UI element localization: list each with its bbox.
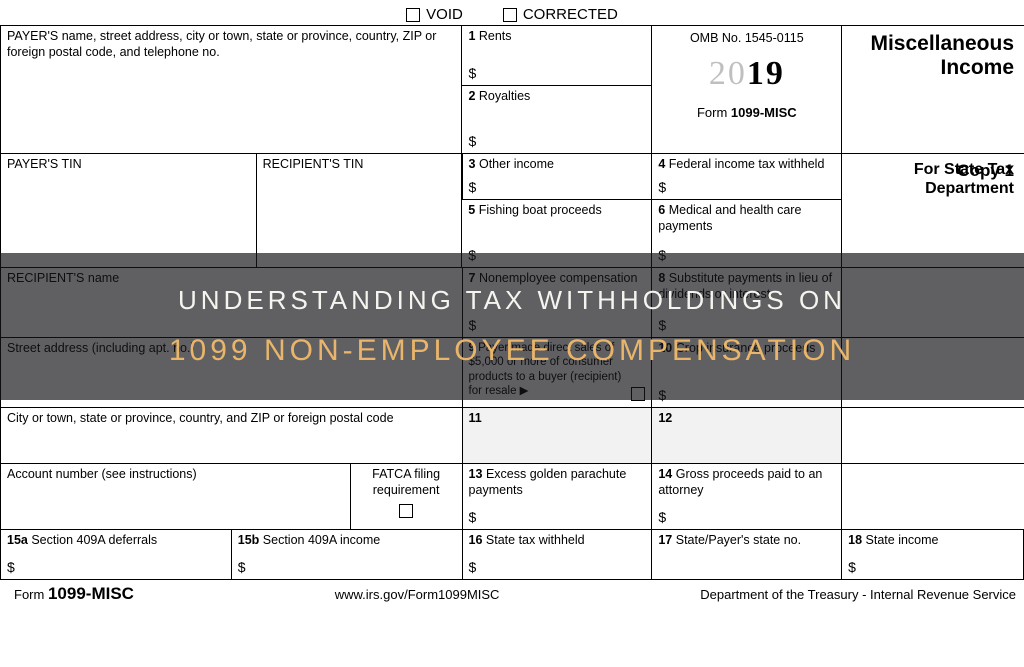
box16-label: State tax withheld <box>486 533 585 547</box>
box13-num: 13 <box>469 467 483 481</box>
box-12: 12 <box>652 408 842 464</box>
footer-form-name: 1099-MISC <box>48 584 134 604</box>
box-11: 11 <box>463 408 653 464</box>
box-4-fed-tax-withheld[interactable]: 4 Federal income tax withheld $ <box>652 154 842 200</box>
overlay-banner: UNDERSTANDING TAX WITHHOLDINGS ON 1099 N… <box>0 253 1024 400</box>
row-6: City or town, state or province, country… <box>1 408 1024 464</box>
box15b-num: 15b <box>238 533 260 547</box>
row-7: Account number (see instructions) FATCA … <box>1 464 1024 530</box>
city-state-zip[interactable]: City or town, state or province, country… <box>1 408 463 464</box>
box-2-royalties[interactable]: 2 Royalties $ <box>462 86 652 154</box>
box15a-label: Section 409A deferrals <box>31 533 157 547</box>
box14-label: Gross proceeds paid to an attorney <box>658 467 822 497</box>
row-8: 15a Section 409A deferrals $ 15b Section… <box>1 530 1024 580</box>
box-15b[interactable]: 15b Section 409A income $ <box>232 530 463 580</box>
copy-desc1: For State Tax <box>914 161 1014 178</box>
box-18-state-income[interactable]: 18 State income $ <box>842 530 1024 580</box>
top-checkbox-row: VOID CORRECTED <box>0 0 1024 25</box>
box11-num: 11 <box>469 411 482 425</box>
dollar-sign: $ <box>658 509 666 527</box>
void-checkbox[interactable] <box>406 8 420 22</box>
right-empty-4 <box>842 464 1024 530</box>
payer-block-label: PAYER'S name, street address, city or to… <box>7 29 436 59</box>
box15a-num: 15a <box>7 533 28 547</box>
box17-label: State/Payer's state no. <box>676 533 801 547</box>
form-footer: Form 1099-MISC www.irs.gov/Form1099MISC … <box>0 580 1024 604</box>
recipients-tin-label: RECIPIENT'S TIN <box>263 157 364 171</box>
box-3-other-income[interactable]: 3 Other income $ <box>463 154 653 200</box>
box17-num: 17 <box>658 533 672 547</box>
corrected-label: CORRECTED <box>523 6 618 23</box>
box6-label: Medical and health care payments <box>658 203 801 233</box>
omb-year-block: OMB No. 1545-0115 2019 Form Form 1099-MI… <box>652 26 842 154</box>
fatca-filing[interactable]: FATCA filing requirement <box>351 464 463 530</box>
copy1-block-desc: For State Tax Department <box>842 154 1024 268</box>
dollar-sign: $ <box>468 65 476 83</box>
footer-dept: Department of the Treasury - Internal Re… <box>700 587 1016 602</box>
box-16-state-tax[interactable]: 16 State tax withheld $ <box>463 530 653 580</box>
box-13-parachute[interactable]: 13 Excess golden parachute payments $ <box>463 464 653 530</box>
box-15a[interactable]: 15a Section 409A deferrals $ <box>1 530 232 580</box>
box5-label: Fishing boat proceeds <box>479 203 602 217</box>
footer-form-word: Form <box>14 587 44 602</box>
box4-num: 4 <box>658 157 665 171</box>
city-label: City or town, state or province, country… <box>7 411 394 425</box>
box2-label: Royalties <box>479 89 530 103</box>
box-17-state-no[interactable]: 17 State/Payer's state no. <box>652 530 842 580</box>
fatca-label: FATCA filing requirement <box>372 467 440 497</box>
box-1-rents[interactable]: 1 Rents $ <box>462 26 652 86</box>
box2-num: 2 <box>468 89 475 103</box>
box1-label: Rents <box>479 29 512 43</box>
box15b-label: Section 409A income <box>263 533 380 547</box>
box18-num: 18 <box>848 533 862 547</box>
tax-year: 2019 <box>658 47 835 96</box>
account-label: Account number (see instructions) <box>7 467 197 481</box>
dollar-sign: $ <box>468 133 476 151</box>
row-1: PAYER'S name, street address, city or to… <box>1 26 1024 154</box>
corrected-checkbox[interactable] <box>503 8 517 22</box>
dollar-sign: $ <box>469 559 477 577</box>
payers-tin[interactable]: PAYER'S TIN <box>1 154 257 268</box>
right-empty-3 <box>842 408 1024 464</box>
account-number[interactable]: Account number (see instructions) <box>1 464 351 530</box>
box12-num: 12 <box>658 411 672 425</box>
box18-label: State income <box>866 533 939 547</box>
void-label: VOID <box>426 6 463 23</box>
form-name-inline: Form Form 1099-MISC1099-MISC <box>658 95 835 121</box>
omb-number: OMB No. 1545-0115 <box>658 29 835 47</box>
copy-desc2: Department <box>925 180 1014 197</box>
box6-num: 6 <box>658 203 665 217</box>
dollar-sign: $ <box>469 179 477 197</box>
box4-label: Federal income tax withheld <box>669 157 825 171</box>
dollar-sign: $ <box>658 179 666 197</box>
title-line2: Income <box>940 56 1014 79</box>
dollar-sign: $ <box>469 509 477 527</box>
box1-num: 1 <box>468 29 475 43</box>
box-14-attorney[interactable]: 14 Gross proceeds paid to an attorney $ <box>652 464 842 530</box>
box3-label: Other income <box>479 157 554 171</box>
payers-tin-label: PAYER'S TIN <box>7 157 82 171</box>
box3-num: 3 <box>469 157 476 171</box>
footer-url: www.irs.gov/Form1099MISC <box>134 587 700 602</box>
box14-num: 14 <box>658 467 672 481</box>
fatca-checkbox[interactable] <box>399 504 413 518</box>
dollar-sign: $ <box>848 559 856 577</box>
payer-block[interactable]: PAYER'S name, street address, city or to… <box>1 26 462 154</box>
title-line1: Miscellaneous <box>870 32 1014 55</box>
box16-num: 16 <box>469 533 483 547</box>
title-block: MiscellaneousIncome <box>842 26 1024 154</box>
dollar-sign: $ <box>7 559 15 577</box>
dollar-sign: $ <box>238 559 246 577</box>
overlay-line-1: UNDERSTANDING TAX WITHHOLDINGS ON <box>178 285 846 316</box>
box13-label: Excess golden parachute payments <box>469 467 627 497</box>
overlay-line-2: 1099 NON-EMPLOYEE COMPENSATION <box>169 334 855 368</box>
box5-num: 5 <box>468 203 475 217</box>
recipients-tin[interactable]: RECIPIENT'S TIN <box>257 154 463 268</box>
corrected-checkbox-group: CORRECTED <box>503 6 618 23</box>
void-checkbox-group: VOID <box>406 6 463 23</box>
